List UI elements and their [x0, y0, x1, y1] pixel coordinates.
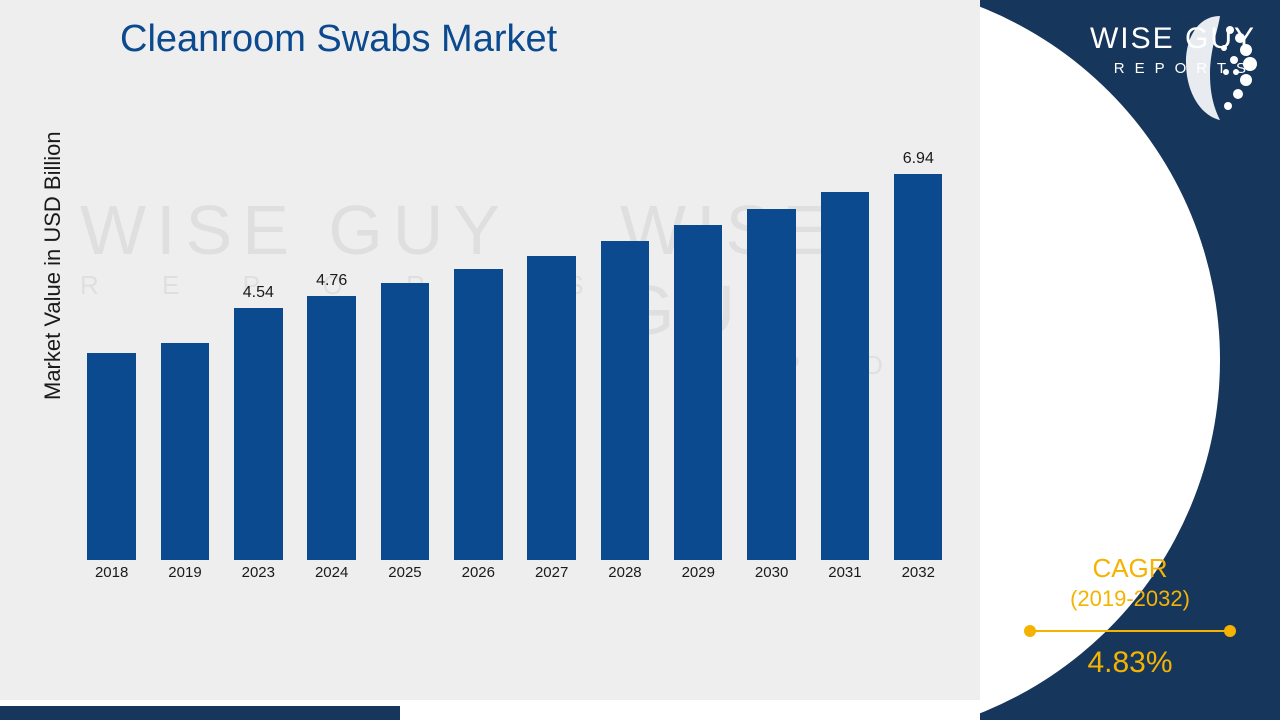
bar: 4.76 — [307, 296, 355, 560]
x-tick-label: 2018 — [75, 564, 148, 581]
x-tick-label: 2019 — [148, 564, 221, 581]
bar — [821, 192, 869, 560]
bar: 4.54 — [234, 308, 282, 560]
bar-slot — [75, 160, 148, 560]
bar — [161, 343, 209, 560]
bottom-accent-bar — [0, 706, 400, 720]
bar — [87, 353, 135, 560]
bar-slot — [808, 160, 881, 560]
x-tick-label: 2025 — [368, 564, 441, 581]
x-tick-label: 2028 — [588, 564, 661, 581]
plot-region: 4.54 4.76 6.94 — [75, 160, 955, 560]
brand-text: WISE GUY REPORTS — [1090, 22, 1256, 77]
bar — [674, 225, 722, 560]
bar-value-label: 6.94 — [903, 150, 934, 168]
cagr-label: CAGR — [980, 553, 1280, 584]
bar: 6.94 — [894, 174, 942, 560]
bar-slot — [735, 160, 808, 560]
cagr-block: CAGR (2019-2032) 4.83% — [980, 553, 1280, 680]
bar-value-label: 4.76 — [316, 272, 347, 290]
cagr-value: 4.83% — [980, 646, 1280, 680]
bar-slot: 4.54 — [222, 160, 295, 560]
bar — [601, 241, 649, 560]
x-tick-label: 2024 — [295, 564, 368, 581]
x-tick-label: 2032 — [882, 564, 955, 581]
x-tick-label: 2030 — [735, 564, 808, 581]
bar-slot — [515, 160, 588, 560]
cagr-divider — [1030, 630, 1230, 632]
cagr-range: (2019-2032) — [980, 586, 1280, 612]
bar — [381, 283, 429, 560]
x-tick-label: 2023 — [222, 564, 295, 581]
bar-value-label: 4.54 — [243, 284, 274, 302]
brand-line1: WISE GUY — [1090, 22, 1256, 56]
bar-slot — [662, 160, 735, 560]
x-tick-label: 2031 — [808, 564, 881, 581]
bar — [527, 256, 575, 560]
bar-slot — [588, 160, 661, 560]
bar-slot — [442, 160, 515, 560]
bar-slot: 6.94 — [882, 160, 955, 560]
bar-slot — [148, 160, 221, 560]
y-axis-label: Market Value in USD Billion — [40, 131, 66, 400]
brand-line2: REPORTS — [1090, 60, 1256, 77]
x-tick-label: 2029 — [662, 564, 735, 581]
bar — [747, 209, 795, 560]
side-panel: WISE GUY REPORTS CAGR (2019-2032) 4.83% — [980, 0, 1280, 720]
bar-slot: 4.76 — [295, 160, 368, 560]
x-axis-ticks: 2018201920232024202520262027202820292030… — [75, 564, 955, 581]
chart-title: Cleanroom Swabs Market — [120, 18, 557, 61]
bar-slot — [368, 160, 441, 560]
chart-area: Cleanroom Swabs Market WISE GUY R E P O … — [0, 0, 980, 700]
x-tick-label: 2027 — [515, 564, 588, 581]
figure: Cleanroom Swabs Market WISE GUY R E P O … — [0, 0, 1280, 720]
x-tick-label: 2026 — [442, 564, 515, 581]
bar — [454, 269, 502, 560]
bars-container: 4.54 4.76 6.94 — [75, 160, 955, 560]
